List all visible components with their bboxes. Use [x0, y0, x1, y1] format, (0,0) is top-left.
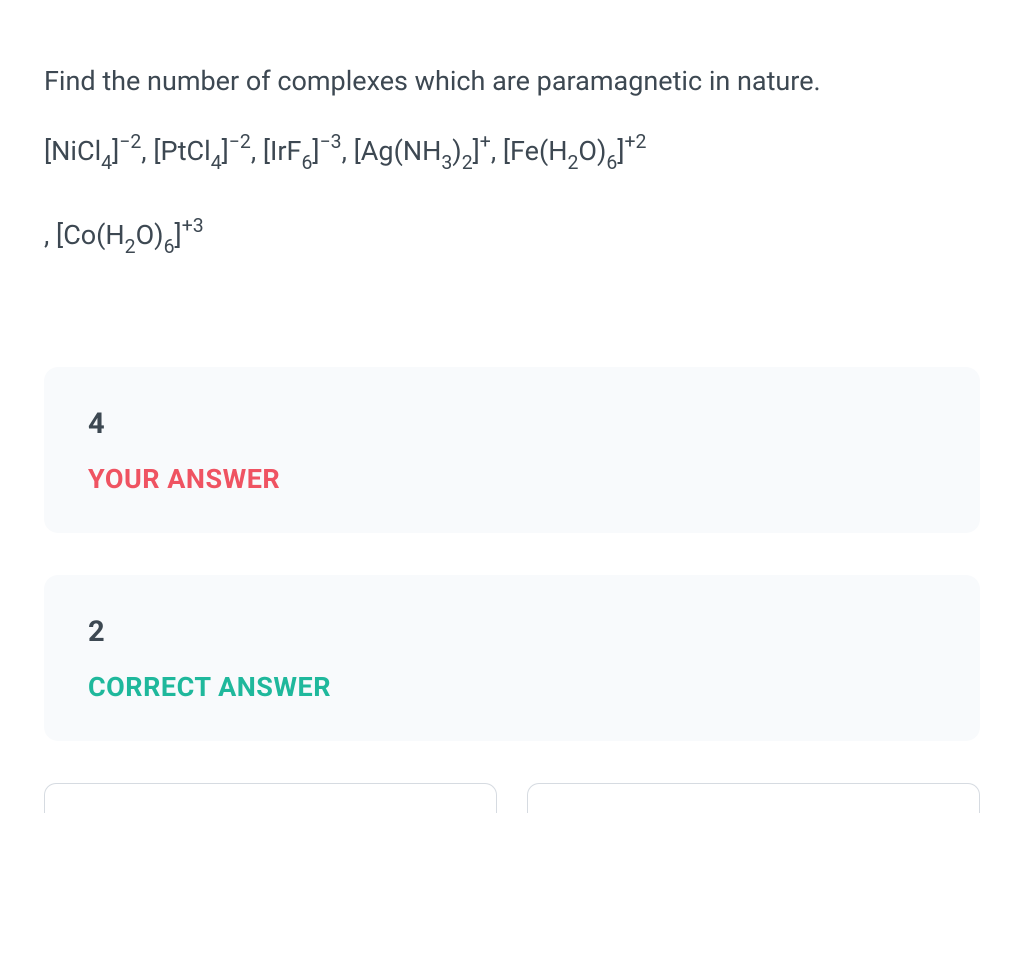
your-answer-label: YOUR ANSWER: [88, 463, 936, 495]
complex-4: [Ag(NH3)2]+: [354, 135, 491, 167]
correct-answer-label: CORRECT ANSWER: [88, 671, 936, 703]
your-answer-value: 4: [88, 407, 936, 441]
complex-1: [NiCl4]−2: [44, 135, 141, 167]
your-answer-card: 4 YOUR ANSWER: [44, 367, 980, 533]
bottom-button-row: [44, 783, 980, 813]
complex-5: [Fe(H2O)6]+2: [503, 135, 647, 167]
question-text: Find the number of complexes which are p…: [44, 50, 980, 112]
correct-answer-card: 2 CORRECT ANSWER: [44, 575, 980, 741]
question-page: Find the number of complexes which are p…: [0, 0, 1024, 813]
complex-list-line-1: [NiCl4]−2, [PtCl4]−2, [IrF6]−3, [Ag(NH3)…: [44, 130, 980, 174]
bottom-button-right[interactable]: [527, 783, 980, 813]
correct-answer-value: 2: [88, 615, 936, 649]
complex-3: [IrF6]−3: [263, 135, 342, 167]
complex-2: [PtCl4]−2: [153, 135, 251, 167]
complex-6: [Co(H2O)6]+3: [56, 219, 204, 251]
bottom-button-left[interactable]: [44, 783, 497, 813]
complex-list-line-2: , [Co(H2O)6]+3: [44, 214, 980, 258]
